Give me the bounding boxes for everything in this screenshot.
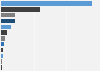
Bar <box>1 59 2 64</box>
Bar <box>1 65 2 70</box>
Bar <box>1 36 5 41</box>
Bar <box>1 1 92 6</box>
Bar <box>1 7 40 12</box>
Bar <box>1 25 11 29</box>
Bar <box>1 19 15 23</box>
Bar <box>1 30 7 35</box>
Bar <box>1 42 4 46</box>
Bar <box>1 48 3 52</box>
Bar <box>1 13 15 17</box>
Bar <box>1 54 3 58</box>
